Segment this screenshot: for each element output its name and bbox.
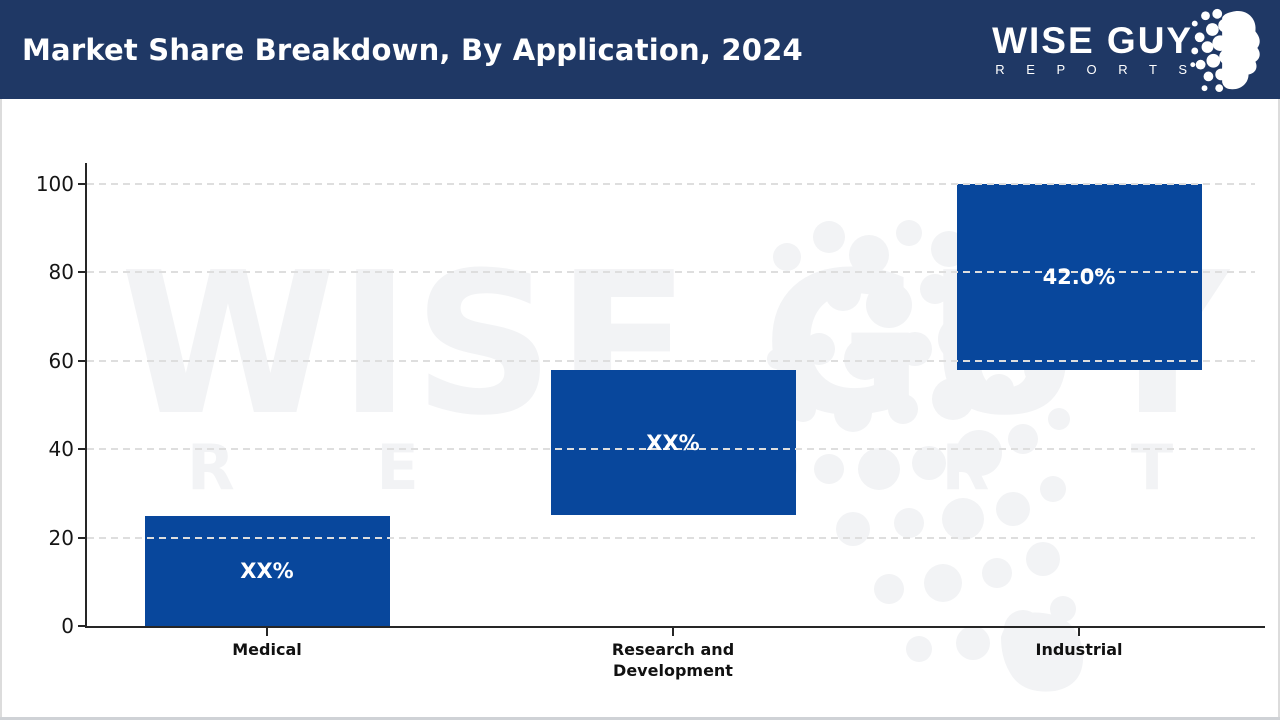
logo-text: WISE GUY R E P O R T S: [989, 22, 1196, 77]
y-tick-label: 40: [48, 437, 74, 462]
plot-area: 0 20 40 60 80 100 XX% Medical XX% Research and De…: [2, 99, 1278, 717]
gridline: [87, 183, 1255, 185]
header-bar: Market Share Breakdown, By Application, …: [0, 0, 1280, 99]
y-tick-mark: [78, 271, 86, 274]
bar-value-label: XX%: [240, 558, 294, 583]
bar-segment: [956, 184, 1202, 370]
gridline: [87, 536, 1255, 539]
bar-value-label: XX%: [646, 430, 700, 455]
y-tick-mark: [78, 448, 86, 451]
x-category-label: Industrial: [1035, 640, 1123, 659]
gridline: [87, 359, 1255, 362]
logo-subtitle: R E P O R T S: [995, 62, 1196, 77]
gridline: [87, 448, 1255, 451]
y-tick-label: 60: [48, 348, 74, 373]
face-profile-icon: [1190, 8, 1260, 92]
y-tick-mark: [78, 536, 86, 539]
y-tick-label: 80: [48, 260, 74, 285]
x-tick-mark: [1078, 628, 1080, 636]
y-tick-mark: [78, 625, 86, 627]
wiseguy-logo: WISE GUY R E P O R T S: [989, 6, 1270, 94]
page-title: Market Share Breakdown, By Application, …: [22, 32, 803, 67]
bar-segment: [550, 369, 796, 516]
y-tick-mark: [78, 359, 86, 362]
x-axis-spine: [85, 626, 1265, 628]
x-tick-mark: [266, 628, 268, 636]
y-tick-label: 20: [48, 525, 74, 550]
y-tick-mark: [78, 183, 86, 185]
bar-segment: [144, 515, 390, 626]
x-category-label: Research and Development: [611, 640, 735, 680]
x-tick-mark: [672, 628, 674, 636]
bar-value-label: 42.0%: [1042, 264, 1116, 289]
logo-wordmark: WISE GUY: [992, 20, 1194, 61]
y-tick-label: 100: [35, 172, 74, 196]
gridline: [87, 271, 1255, 274]
y-axis-spine: [85, 163, 87, 628]
x-category-label: Medical: [232, 640, 302, 659]
y-tick-label: 0: [61, 614, 74, 638]
chart-canvas: WISE GUY R E P O R T S: [0, 99, 1280, 717]
